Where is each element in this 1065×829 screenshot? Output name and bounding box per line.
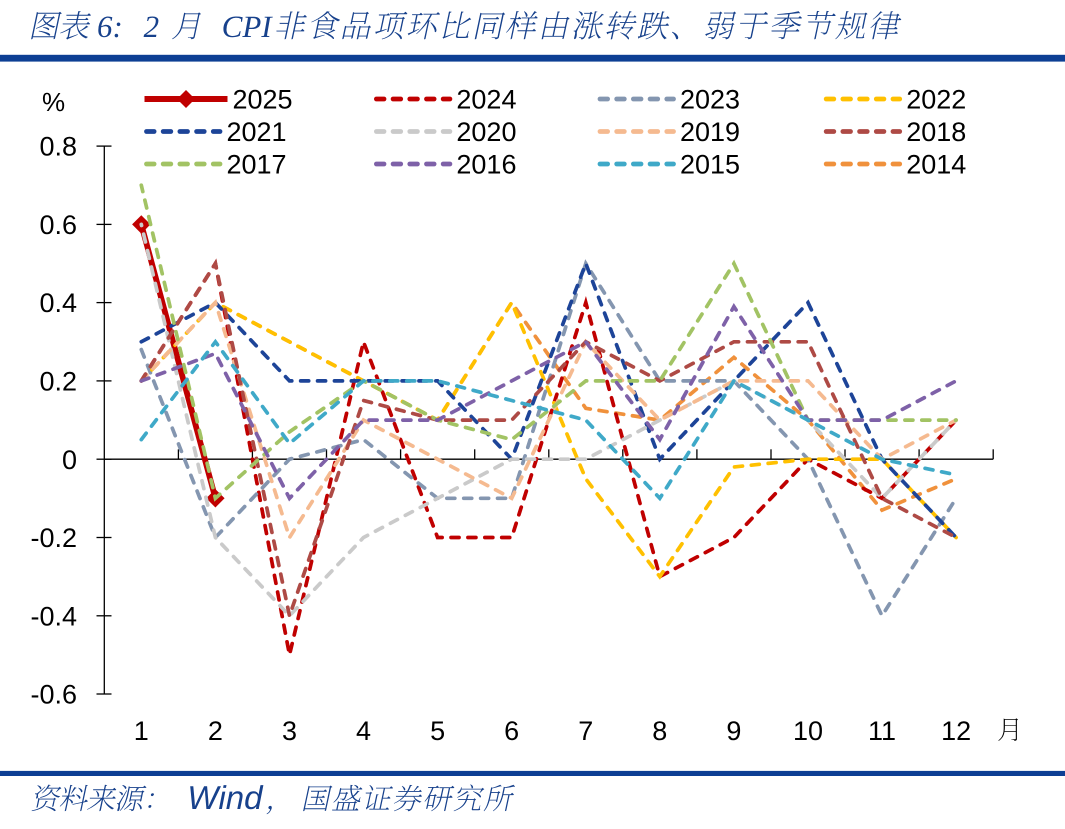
svg-text:8: 8	[652, 716, 667, 746]
svg-text:0.4: 0.4	[39, 288, 77, 318]
svg-text:2020: 2020	[456, 117, 516, 147]
svg-text:2015: 2015	[680, 150, 740, 180]
svg-text:-0.2: -0.2	[30, 523, 77, 553]
svg-text:0.2: 0.2	[39, 367, 77, 397]
svg-text:6: 6	[504, 716, 519, 746]
svg-text:2017: 2017	[227, 150, 287, 180]
svg-text:3: 3	[282, 716, 297, 746]
svg-text:2022: 2022	[906, 85, 966, 115]
svg-text:2014: 2014	[906, 150, 966, 180]
svg-text:2016: 2016	[456, 150, 516, 180]
svg-text:0.6: 0.6	[39, 210, 77, 240]
svg-text:1: 1	[134, 716, 149, 746]
svg-text:4: 4	[356, 716, 371, 746]
svg-text:2019: 2019	[680, 117, 740, 147]
svg-text:%: %	[42, 87, 65, 117]
svg-text:2025: 2025	[233, 85, 293, 115]
svg-text:2: 2	[208, 716, 223, 746]
svg-text:2018: 2018	[906, 117, 966, 147]
svg-text:2024: 2024	[456, 85, 516, 115]
svg-text:9: 9	[726, 716, 741, 746]
svg-text:0.8: 0.8	[39, 132, 77, 162]
svg-text:10: 10	[793, 716, 823, 746]
svg-text:0: 0	[62, 445, 77, 475]
svg-text:5: 5	[430, 716, 445, 746]
svg-text:12: 12	[941, 716, 971, 746]
svg-text:2023: 2023	[680, 85, 740, 115]
svg-text:-0.6: -0.6	[30, 680, 77, 710]
svg-text:-0.4: -0.4	[30, 601, 77, 631]
svg-text:7: 7	[578, 716, 593, 746]
svg-text:2021: 2021	[227, 117, 287, 147]
svg-text:11: 11	[868, 716, 896, 746]
